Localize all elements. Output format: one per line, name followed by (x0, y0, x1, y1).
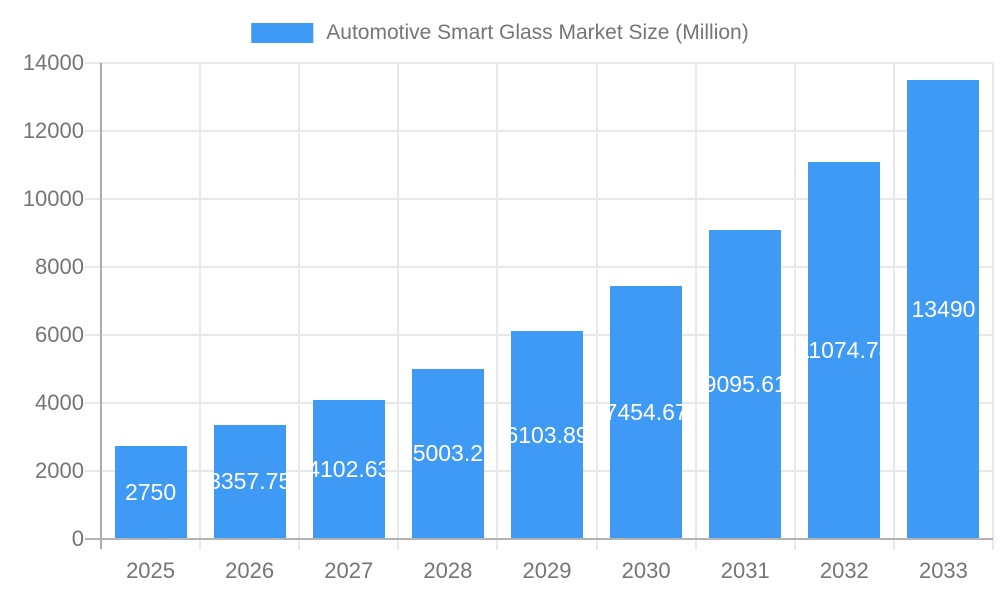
gridline-vertical (992, 63, 994, 550)
gridline-horizontal (85, 198, 993, 200)
x-tick-label: 2025 (126, 558, 176, 583)
bar-2033[interactable]: 13490 (907, 80, 980, 539)
gridline-vertical (298, 63, 301, 550)
bar-value-label: 13490 (911, 296, 976, 323)
gridline-vertical (892, 63, 895, 550)
y-tick-label: 10000 (22, 186, 84, 211)
x-tick-label: 2027 (324, 558, 374, 583)
gridline-vertical (793, 63, 796, 550)
gridline-horizontal (85, 130, 993, 132)
x-axis-line (85, 538, 993, 540)
legend-title: Automotive Smart Glass Market Size (Mill… (326, 21, 749, 44)
bar-2027[interactable]: 4102.63 (312, 399, 385, 539)
bar-2028[interactable]: 5003.2 (411, 368, 484, 539)
gridline-vertical (199, 63, 202, 550)
y-axis-line (100, 63, 102, 549)
bar-2030[interactable]: 7454.67 (610, 285, 683, 539)
bar-value-label: 6103.89 (511, 421, 583, 448)
gridline-vertical (595, 63, 598, 550)
y-tick-label: 12000 (22, 118, 84, 143)
chart-legend[interactable]: Automotive Smart Glass Market Size (Mill… (251, 21, 749, 45)
y-tick-label: 8000 (35, 254, 84, 279)
gridline-horizontal (85, 62, 993, 64)
gridline-vertical (397, 63, 400, 550)
y-tick-label: 14000 (22, 50, 84, 75)
bar-value-label: 2750 (124, 478, 177, 505)
x-tick-label: 2032 (819, 558, 869, 583)
x-tick-label: 2033 (918, 558, 968, 583)
x-tick-label: 2028 (423, 558, 473, 583)
bar-2026[interactable]: 3357.75 (213, 424, 286, 539)
y-tick-label: 0 (71, 526, 84, 551)
bar-value-label: 9095.61 (709, 370, 782, 397)
bar-2031[interactable]: 9095.61 (709, 229, 782, 539)
gridline-horizontal (85, 266, 993, 268)
y-tick-label: 2000 (35, 458, 84, 483)
x-tick-label: 2026 (225, 558, 275, 583)
gridline-vertical (496, 63, 499, 550)
plot-area: 2750 3357.75 4102.63 5003.2 6103.89 7454.67 90… (85, 62, 994, 550)
bar-2025[interactable]: 2750 (114, 445, 187, 539)
bar-value-label: 5003.2 (412, 440, 484, 467)
gridline-vertical (694, 63, 697, 550)
bar-2029[interactable]: 6103.89 (511, 331, 583, 539)
bar-value-label: 4102.63 (312, 455, 385, 482)
x-tick-label: 2031 (720, 558, 770, 583)
bar-value-label: 7454.67 (610, 398, 683, 425)
legend-swatch-icon (251, 23, 314, 43)
y-tick-label: 4000 (35, 390, 84, 415)
x-tick-label: 2030 (621, 558, 671, 583)
x-tick-label: 2029 (522, 558, 572, 583)
bar-value-label: 3357.75 (213, 468, 286, 495)
y-tick-label: 6000 (35, 322, 84, 347)
